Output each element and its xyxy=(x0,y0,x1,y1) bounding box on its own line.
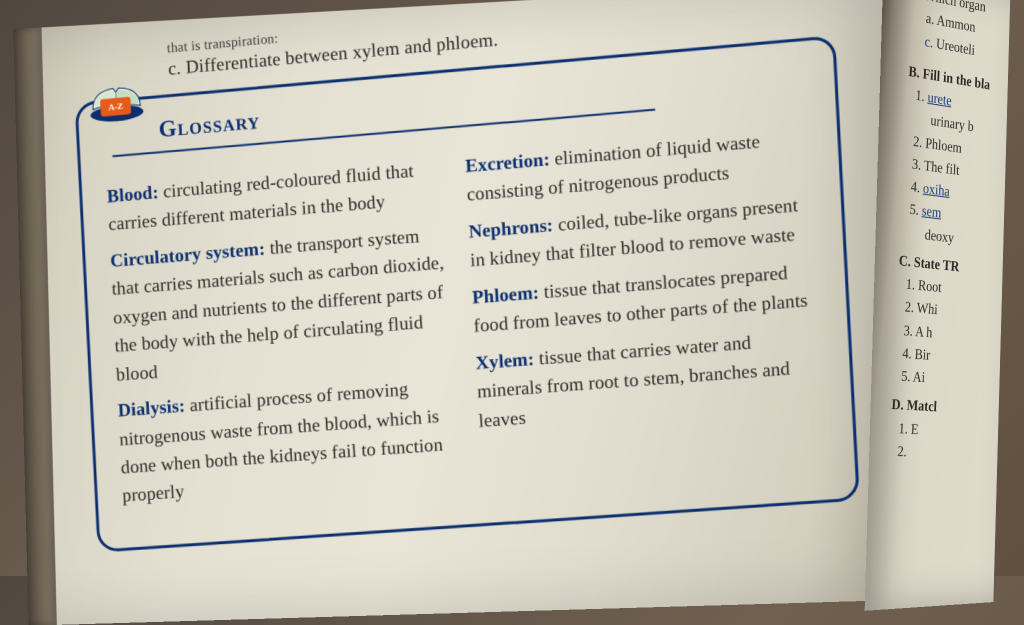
hand-oxiha: oxiha xyxy=(923,181,950,200)
glossary-title: Glossary xyxy=(158,109,261,144)
right-page-content: 5. Which organ a. Ammon c. Ureoteli B. F… xyxy=(889,0,1023,468)
term-nephrons: Nephrons: xyxy=(468,215,553,242)
glossary-entry: Circulatory system: the transport system… xyxy=(110,220,453,389)
def: tissue that carries water and minerals f… xyxy=(477,332,791,431)
glossary-col-right: Excretion: elimination of liquid waste c… xyxy=(465,123,829,493)
right-page: 5. Which organ a. Ammon c. Ureoteli B. F… xyxy=(865,0,1011,611)
term-xylem: Xylem: xyxy=(475,349,535,374)
glossary-box: A-Z Glossary Blood: circulating red-colo… xyxy=(75,35,860,552)
term-dialysis: Dialysis: xyxy=(117,396,185,421)
binding-edge xyxy=(13,27,57,625)
term-phloem: Phloem: xyxy=(472,282,540,308)
page-content: that is transpiration: c. Differentiate … xyxy=(53,0,881,554)
glossary-col-left: Blood: circulating red-coloured fluid th… xyxy=(106,155,459,519)
term-excretion: Excretion: xyxy=(465,149,550,177)
term-blood: Blood: xyxy=(106,183,159,208)
term-circulatory: Circulatory system: xyxy=(110,239,266,272)
hand-sem: sem xyxy=(921,204,941,222)
glossary-columns: Blood: circulating red-coloured fluid th… xyxy=(106,123,829,518)
glossary-entry: Dialysis: artificial process of removing… xyxy=(117,372,458,511)
book-badge: A-Z xyxy=(100,97,131,117)
d2: 2. xyxy=(889,441,1001,468)
glossary-entry: Xylem: tissue that carries water and min… xyxy=(475,323,826,436)
hand-urete: urete xyxy=(927,90,952,109)
left-page: that is transpiration: c. Differentiate … xyxy=(13,0,898,625)
book-icon: A-Z xyxy=(86,72,147,125)
